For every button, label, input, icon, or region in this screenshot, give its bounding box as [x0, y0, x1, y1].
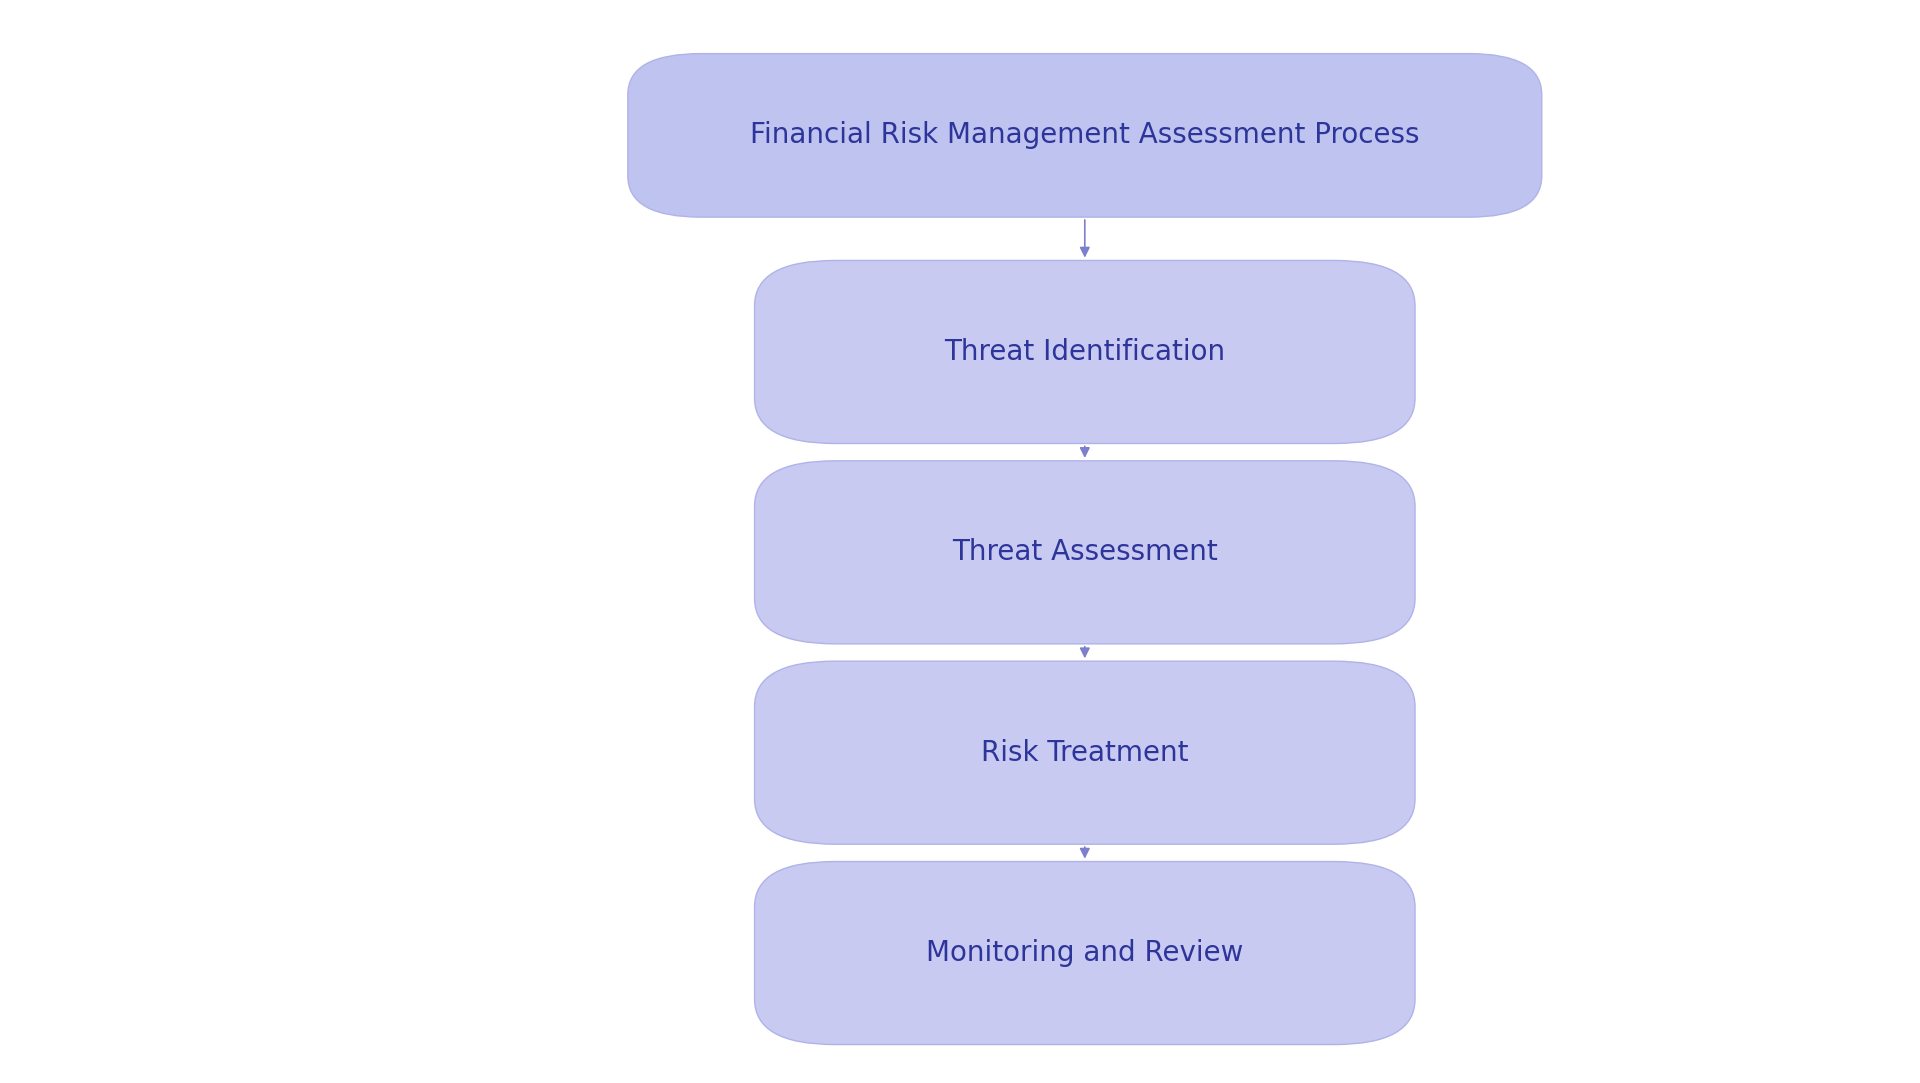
Text: Threat Identification: Threat Identification: [945, 338, 1225, 366]
FancyBboxPatch shape: [755, 461, 1415, 643]
FancyBboxPatch shape: [755, 862, 1415, 1044]
Text: Threat Assessment: Threat Assessment: [952, 538, 1217, 566]
Text: Financial Risk Management Assessment Process: Financial Risk Management Assessment Pro…: [751, 121, 1419, 149]
FancyBboxPatch shape: [628, 54, 1542, 218]
Text: Monitoring and Review: Monitoring and Review: [925, 939, 1244, 967]
Text: Risk Treatment: Risk Treatment: [981, 739, 1188, 767]
FancyBboxPatch shape: [755, 661, 1415, 845]
FancyBboxPatch shape: [755, 260, 1415, 444]
